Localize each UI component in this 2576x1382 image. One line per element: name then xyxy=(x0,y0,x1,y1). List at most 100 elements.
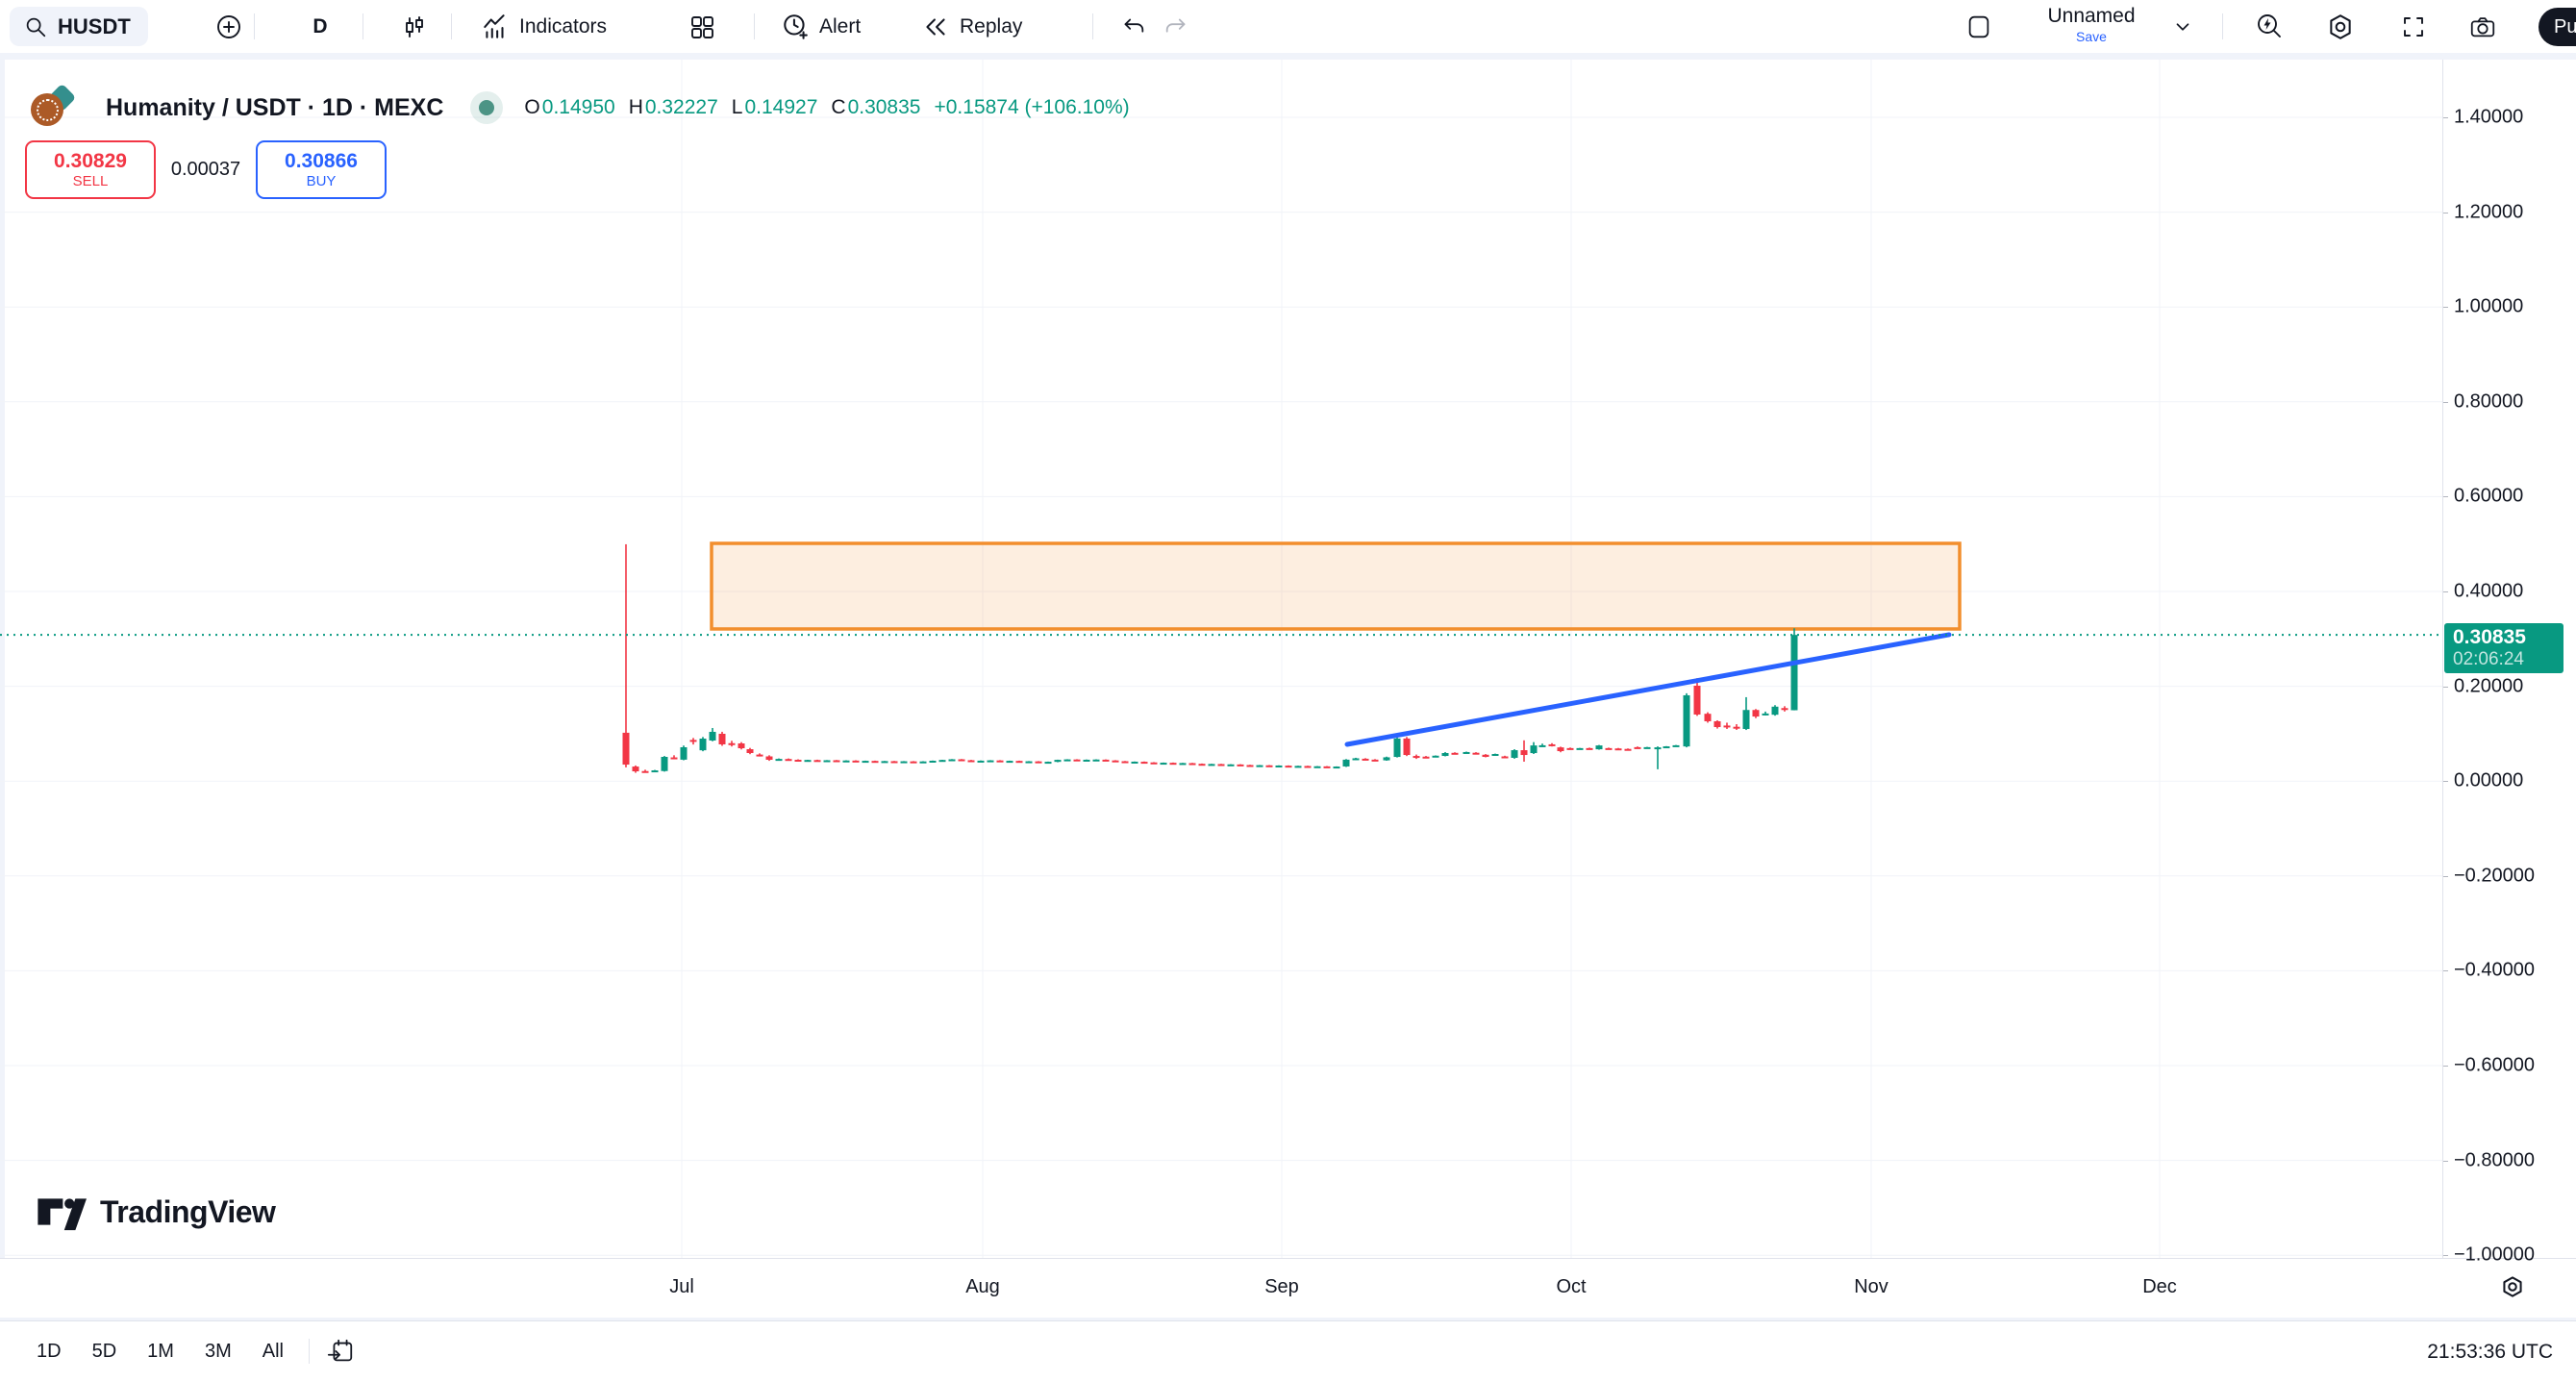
price-tick-label: 0.20000 xyxy=(2454,675,2524,697)
bottom-toolbar: 1D 5D 1M 3M All 21:53:36 UTC xyxy=(0,1320,2576,1381)
candle-body xyxy=(1422,756,1430,759)
high-label: H xyxy=(628,96,643,118)
fullscreen-button[interactable] xyxy=(2396,8,2431,46)
indicators-icon xyxy=(484,13,505,38)
range-5d[interactable]: 5D xyxy=(91,1340,117,1362)
close-label: C xyxy=(831,96,846,118)
candle-body xyxy=(1015,761,1023,764)
price-tick-label: −0.20000 xyxy=(2454,865,2535,887)
price-tick-mark xyxy=(2443,1160,2448,1162)
candle-body xyxy=(1614,748,1622,751)
range-switcher: 1D 5D 1M 3M All xyxy=(25,1335,295,1369)
grid-layout-button[interactable] xyxy=(685,8,719,46)
candle-body xyxy=(622,732,630,766)
candle-body xyxy=(1624,748,1632,751)
candle-body xyxy=(1179,763,1187,766)
layout-select-button[interactable] xyxy=(1962,8,1996,46)
toolbar-separator xyxy=(2222,13,2223,39)
publish-button[interactable]: Pu xyxy=(2538,8,2576,46)
candle-body xyxy=(1044,762,1052,765)
candle-body xyxy=(1451,752,1459,755)
range-all[interactable]: All xyxy=(262,1340,284,1362)
publish-label: Pu xyxy=(2554,15,2576,38)
toolbar-separator xyxy=(308,1339,310,1364)
candle-body xyxy=(1256,765,1263,767)
chart-canvas[interactable] xyxy=(0,60,2442,1258)
indicators-button[interactable]: Indicators xyxy=(481,0,607,53)
chart-style-button[interactable] xyxy=(396,8,431,46)
replay-button[interactable]: Replay xyxy=(921,0,1022,53)
quick-search-button[interactable] xyxy=(2252,8,2287,46)
candle-body xyxy=(900,761,908,764)
grid-layout-icon xyxy=(691,15,713,38)
tradingview-watermark: TradingView xyxy=(37,1191,276,1233)
trendline-drawing[interactable] xyxy=(1344,632,1952,747)
rectangle-drawing[interactable] xyxy=(710,541,1962,631)
alert-label: Alert xyxy=(819,14,862,38)
candle-body xyxy=(738,742,745,749)
candle-body xyxy=(1586,747,1593,750)
alert-button[interactable]: Alert xyxy=(781,0,861,53)
interval-button[interactable]: D xyxy=(302,8,338,46)
candle-body xyxy=(1352,758,1360,761)
price-tick-mark xyxy=(2443,781,2448,783)
toolbar-separator xyxy=(754,13,755,39)
layout-name-save[interactable]: Unnamed Save xyxy=(2019,5,2163,44)
change-value: +0.15874 (+106.10%) xyxy=(934,96,1130,118)
candle-body xyxy=(910,761,917,764)
sell-button[interactable]: 0.30829 SELL xyxy=(25,140,156,199)
candle-body xyxy=(1723,725,1731,728)
time-tick-label: Sep xyxy=(1264,1276,1299,1297)
sell-label: SELL xyxy=(72,172,109,189)
buy-button[interactable]: 0.30866 BUY xyxy=(256,140,387,199)
redo-button[interactable] xyxy=(1160,8,1194,46)
time-tick-label: Jul xyxy=(669,1276,694,1297)
candle-body xyxy=(862,761,869,764)
symbol-name: HUSDT xyxy=(58,13,131,38)
candle-body xyxy=(1530,745,1538,754)
price-tick-label: −0.60000 xyxy=(2454,1054,2535,1076)
candle-body xyxy=(1112,760,1119,763)
candle-body xyxy=(948,759,956,762)
order-panel: 0.30829 SELL 0.00037 0.30866 BUY xyxy=(25,140,387,199)
save-link[interactable]: Save xyxy=(2076,29,2107,44)
candle-body xyxy=(1693,686,1701,715)
price-tick-mark xyxy=(2443,686,2448,688)
utc-clock[interactable]: 21:53:36 UTC xyxy=(2427,1340,2553,1363)
series-visibility-dot[interactable] xyxy=(470,91,504,124)
candle-body xyxy=(1634,746,1641,749)
candle-body xyxy=(651,770,659,773)
symbol-search-button[interactable]: HUSDT xyxy=(10,7,148,46)
candle-body xyxy=(1140,762,1148,765)
candle-body xyxy=(765,756,773,761)
time-axis[interactable]: Jul Aug Sep Oct Nov Dec xyxy=(0,1258,2576,1318)
range-3m[interactable]: 3M xyxy=(204,1340,232,1362)
go-to-date-button[interactable] xyxy=(323,1332,358,1370)
range-1d[interactable]: 1D xyxy=(37,1340,62,1362)
time-tick-label: Nov xyxy=(1854,1276,1888,1297)
candle-body xyxy=(1733,726,1740,729)
symbol-title[interactable]: Humanity / USDT · 1D · MEXC xyxy=(106,93,444,121)
candle-body xyxy=(1246,765,1254,767)
compare-add-symbol-button[interactable] xyxy=(212,8,246,46)
price-tick-label: 0.40000 xyxy=(2454,580,2524,602)
primary-logo-circle xyxy=(31,93,63,126)
range-1m[interactable]: 1M xyxy=(147,1340,174,1362)
candle-body xyxy=(1683,694,1690,747)
candle-body xyxy=(938,760,946,763)
axis-settings-button[interactable] xyxy=(2498,1272,2527,1306)
snapshot-button[interactable] xyxy=(2465,8,2500,46)
time-tick-label: Aug xyxy=(965,1276,1000,1297)
candle-body xyxy=(1198,764,1206,766)
candle-body xyxy=(1237,764,1244,766)
candle-body xyxy=(977,760,985,763)
candle-body xyxy=(699,739,707,751)
open-value: 0.14950 xyxy=(541,96,615,118)
candle-body xyxy=(1482,754,1489,758)
candle-body xyxy=(1169,763,1177,766)
undo-button[interactable] xyxy=(1115,8,1150,46)
settings-button[interactable] xyxy=(2323,8,2358,46)
layout-menu-chevron[interactable] xyxy=(2165,8,2200,46)
candle-body xyxy=(1323,766,1331,768)
last-price-value: 0.30835 xyxy=(2453,626,2526,649)
